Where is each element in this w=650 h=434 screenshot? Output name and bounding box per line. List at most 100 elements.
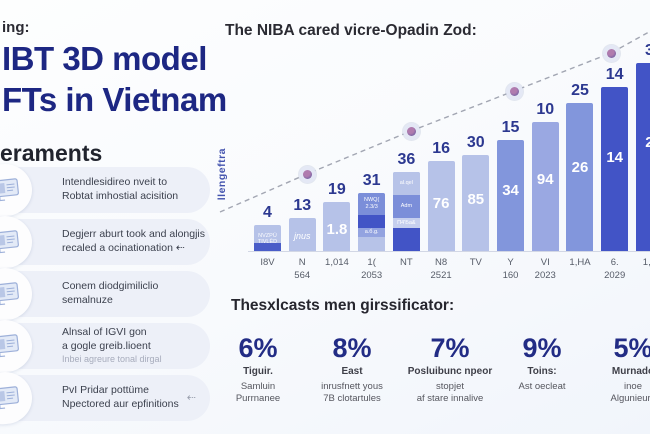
bar: 94 <box>531 122 559 251</box>
bar-inner-label: jnus <box>293 230 311 241</box>
x-axis: I8V N 564 1,014 1( 2053 NT N8 2521 TV Y 160 VI 2… <box>254 257 650 283</box>
bar-column: 19 1.8 <box>323 181 351 251</box>
sidebar-item-label: PvI Pridar pottüme Npectored aur epfinit… <box>62 384 179 410</box>
trend-dot <box>298 165 316 183</box>
sidebar-item-label: Conem diodgimiliclio semalnuze <box>62 280 159 306</box>
bar-column: 4 NVZPŪ TIVLĒD <box>254 204 281 251</box>
bar-foot-band <box>254 243 281 251</box>
x-tick-label: I8V <box>260 257 275 268</box>
x-tick-label: Y 160 <box>502 257 519 281</box>
bar-inner-label: NVZPŪ TIVLĒD <box>258 232 277 246</box>
bar-value-label: 25 <box>571 82 589 99</box>
stat-title: East <box>341 366 363 377</box>
bar-column: 25 26 <box>566 82 594 251</box>
bar: jnus <box>288 218 316 251</box>
page-title: IBT 3D model FTs in Vietnam <box>2 40 227 118</box>
stat-title: Murnado <box>611 366 650 377</box>
bar: 76 <box>427 161 455 251</box>
form-building-icon <box>0 265 35 323</box>
bar-inner-label: 34 <box>502 182 519 200</box>
bar: 14 <box>601 87 629 251</box>
stat-percentage: 7% <box>430 333 470 363</box>
sidebar-list-item: Intendlesidireo nveit to Robtat imhostia… <box>0 161 210 219</box>
bar-inner-label: 14 <box>606 149 624 167</box>
stats-heading: Thesxlcasts men girssificator: <box>231 297 455 314</box>
sidebar-item-label: Intendlesidireo nveit to Robtat imhostia… <box>62 176 179 202</box>
bar: NVZPŪ TIVLĒD <box>254 225 281 251</box>
stat-percentage: 5% <box>613 333 650 363</box>
bar-value-label: 31 <box>362 172 381 189</box>
bar-inner-label: 76 <box>432 195 450 213</box>
bar-inner-label: 1.8 <box>326 220 348 238</box>
x-tick-label: 6. 2029 <box>604 257 626 281</box>
x-tick-label: 1,HA <box>569 257 591 268</box>
bar-segment <box>392 228 420 251</box>
trend-dot <box>602 44 620 62</box>
badge-certificate-icon <box>0 369 35 427</box>
bar-segment <box>358 237 386 251</box>
monitor-document-icon <box>0 161 35 219</box>
stat-column: 5% Murnado inoe Algunieurs <box>588 333 650 406</box>
stat-column: 9% Toins: Ast oecleat <box>497 333 587 393</box>
bar-value-label: 10 <box>536 101 555 118</box>
bar-value-label: 36 <box>397 151 416 168</box>
bar: 2 <box>635 63 650 251</box>
stat-caption: stopjet af stare innalive <box>416 381 484 405</box>
chart-title: The NIBA cared vicre-Opadin Zod: <box>225 22 477 39</box>
x-tick-label: 1( 2053 <box>361 257 383 281</box>
chart-y-axis-label: llengeftra <box>216 148 228 201</box>
trend-dot <box>505 82 523 100</box>
bar-inner-label: 26 <box>571 159 589 177</box>
bar-segment: NWQ( 2.3/3 <box>358 193 386 215</box>
stat-caption: Samluin Purrnanee <box>235 381 281 405</box>
top-partial-label: ing: <box>2 19 30 36</box>
stat-column: 6% Tiguir. Samluin Purrnanee <box>213 333 303 406</box>
bar-column: 13 jnus <box>288 197 316 251</box>
sidebar-item-subtext: Inbei agreure tonal dirgal <box>62 354 162 365</box>
trend-dot <box>402 122 420 140</box>
stat-column: 8% East inrusfnett yous 7B clotartules <box>307 333 397 406</box>
sidebar-list-item: Alnsal of IGVI gon a gogle greib.lioent I… <box>0 317 210 375</box>
bar-column: 14 14 <box>601 66 629 251</box>
bar-value-label: 14 <box>605 66 624 83</box>
bar-column: 30 85 <box>462 134 490 251</box>
bar-value-label: 4 <box>263 204 272 221</box>
stat-percentage: 9% <box>522 333 562 363</box>
arrow-icon: ⇠ <box>186 392 196 404</box>
stat-percentage: 6% <box>238 333 278 363</box>
bar-value-label: 16 <box>432 140 450 157</box>
bar-segment: a.б.g. <box>358 228 386 237</box>
bar-value-label: 3 <box>644 42 650 59</box>
x-tick-label: VI 2023 <box>534 257 556 281</box>
stat-caption: Ast oecleat <box>518 381 566 392</box>
bar: al.qel Adm П4'Ба& <box>392 172 420 251</box>
bar-inner-label: 2 <box>645 134 650 152</box>
x-tick-label: N 564 <box>294 257 311 281</box>
sidebar-list-item: Degjerr aburt took and alongjis recaled … <box>0 213 210 271</box>
x-tick-label: TV <box>469 257 482 268</box>
bar-column: 15 34 <box>497 119 525 251</box>
x-tick-label: N8 2521 <box>430 257 452 281</box>
bar-value-label: 15 <box>501 119 520 136</box>
bar-column: 36 al.qel Adm П4'Ба& <box>392 151 420 251</box>
bar: 1.8 <box>323 202 351 251</box>
bar: NWQ( 2.3/3 a.б.g. <box>358 193 386 251</box>
sidebar-list: Intendlesidireo nveit to Robtat imhostia… <box>0 161 210 427</box>
bar: 26 <box>566 103 594 251</box>
stat-title: Toins: <box>527 366 557 377</box>
stat-caption: inoe Algunieurs <box>610 381 650 405</box>
bar-value-label: 13 <box>293 197 312 214</box>
bar-segment: Adm <box>392 195 420 218</box>
bar-column: 10 94 <box>531 101 559 251</box>
bar-segment: П4'Ба& <box>392 218 420 228</box>
bar: 85 <box>462 155 490 251</box>
bar-segment <box>358 215 386 228</box>
chart-baseline <box>248 251 650 252</box>
bar-column: 16 76 <box>427 140 455 251</box>
bar: 34 <box>497 140 525 251</box>
sidebar-item-label: Alnsal of IGVI gon a gogle greib.lioent I… <box>62 325 162 365</box>
bar-value-label: 19 <box>328 181 346 198</box>
x-tick-label: 1,014 <box>325 257 349 268</box>
